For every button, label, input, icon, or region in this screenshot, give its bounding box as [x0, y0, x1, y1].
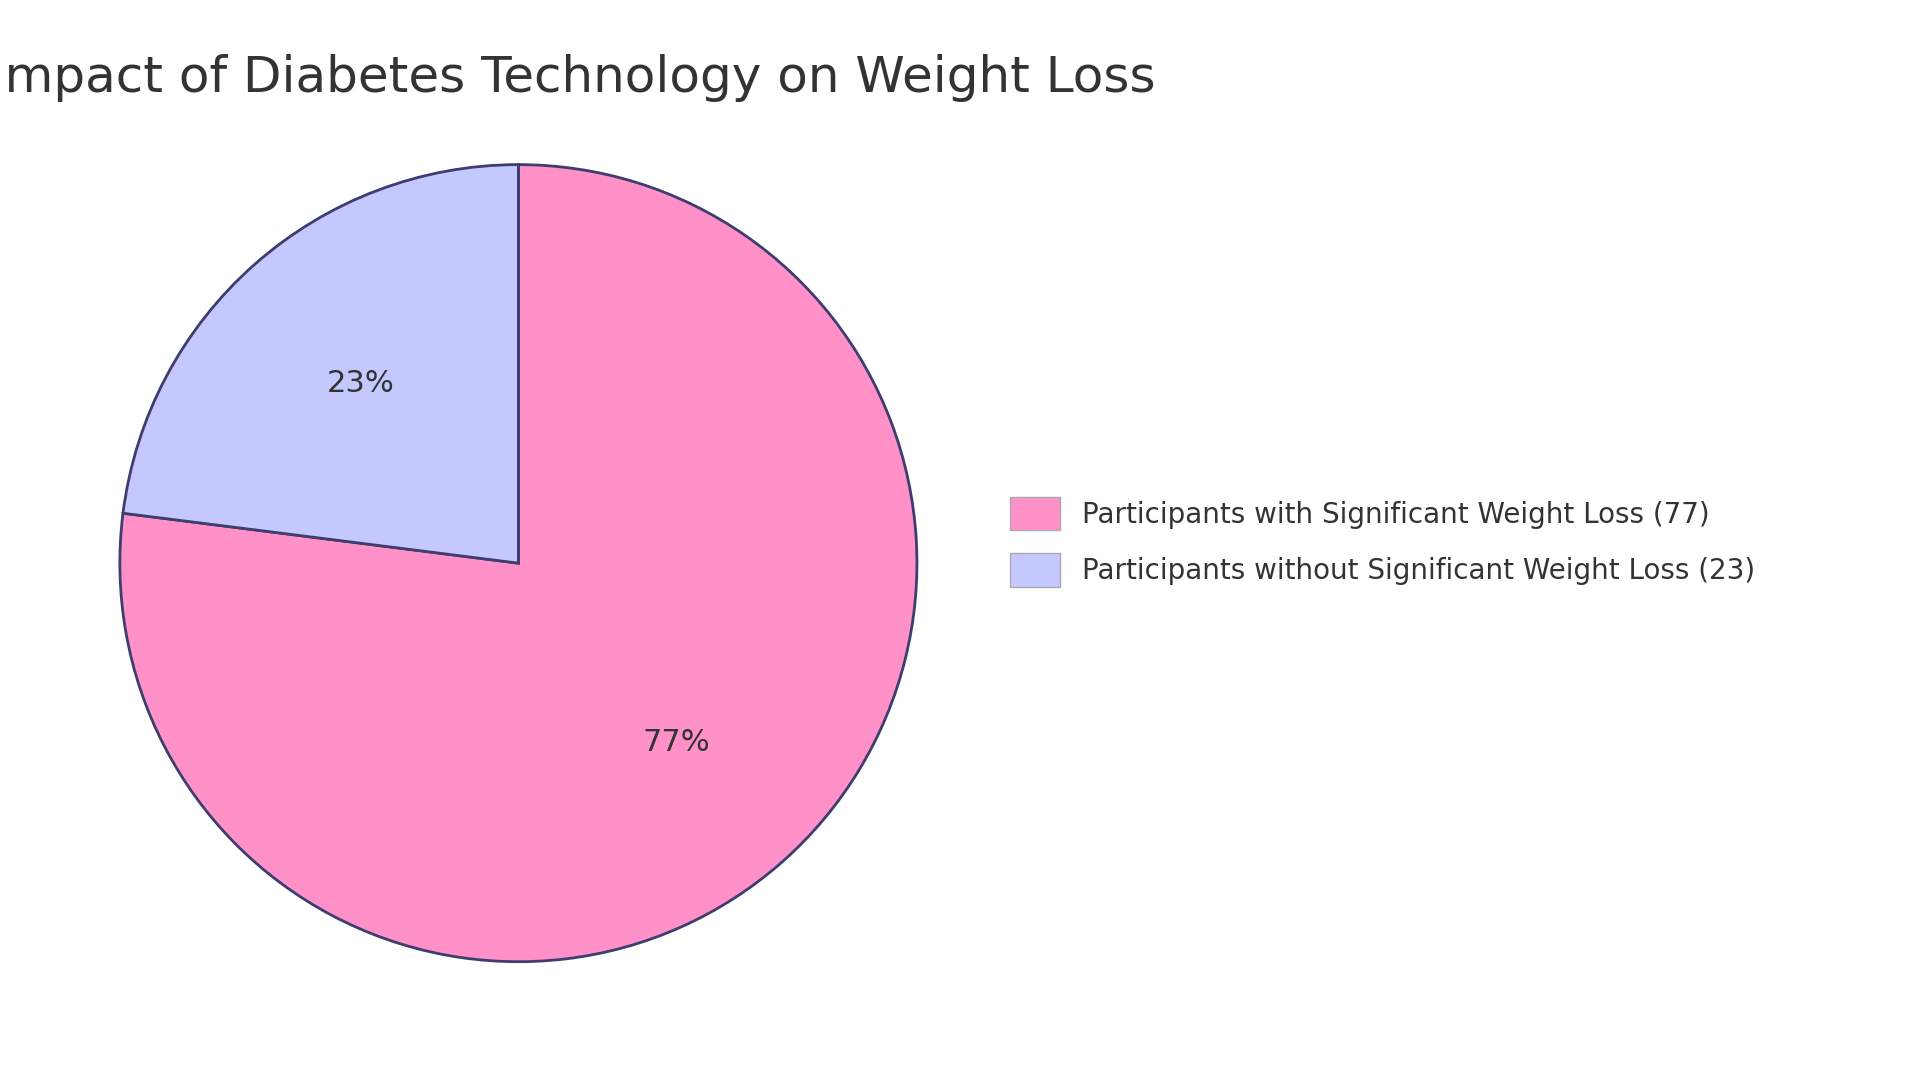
Text: 77%: 77%	[643, 728, 710, 757]
Wedge shape	[119, 165, 918, 962]
Wedge shape	[123, 165, 518, 563]
Text: Impact of Diabetes Technology on Weight Loss: Impact of Diabetes Technology on Weight …	[0, 54, 1156, 102]
Legend: Participants with Significant Weight Loss (77), Participants without Significant: Participants with Significant Weight Los…	[996, 483, 1768, 600]
Text: 23%: 23%	[326, 369, 394, 399]
